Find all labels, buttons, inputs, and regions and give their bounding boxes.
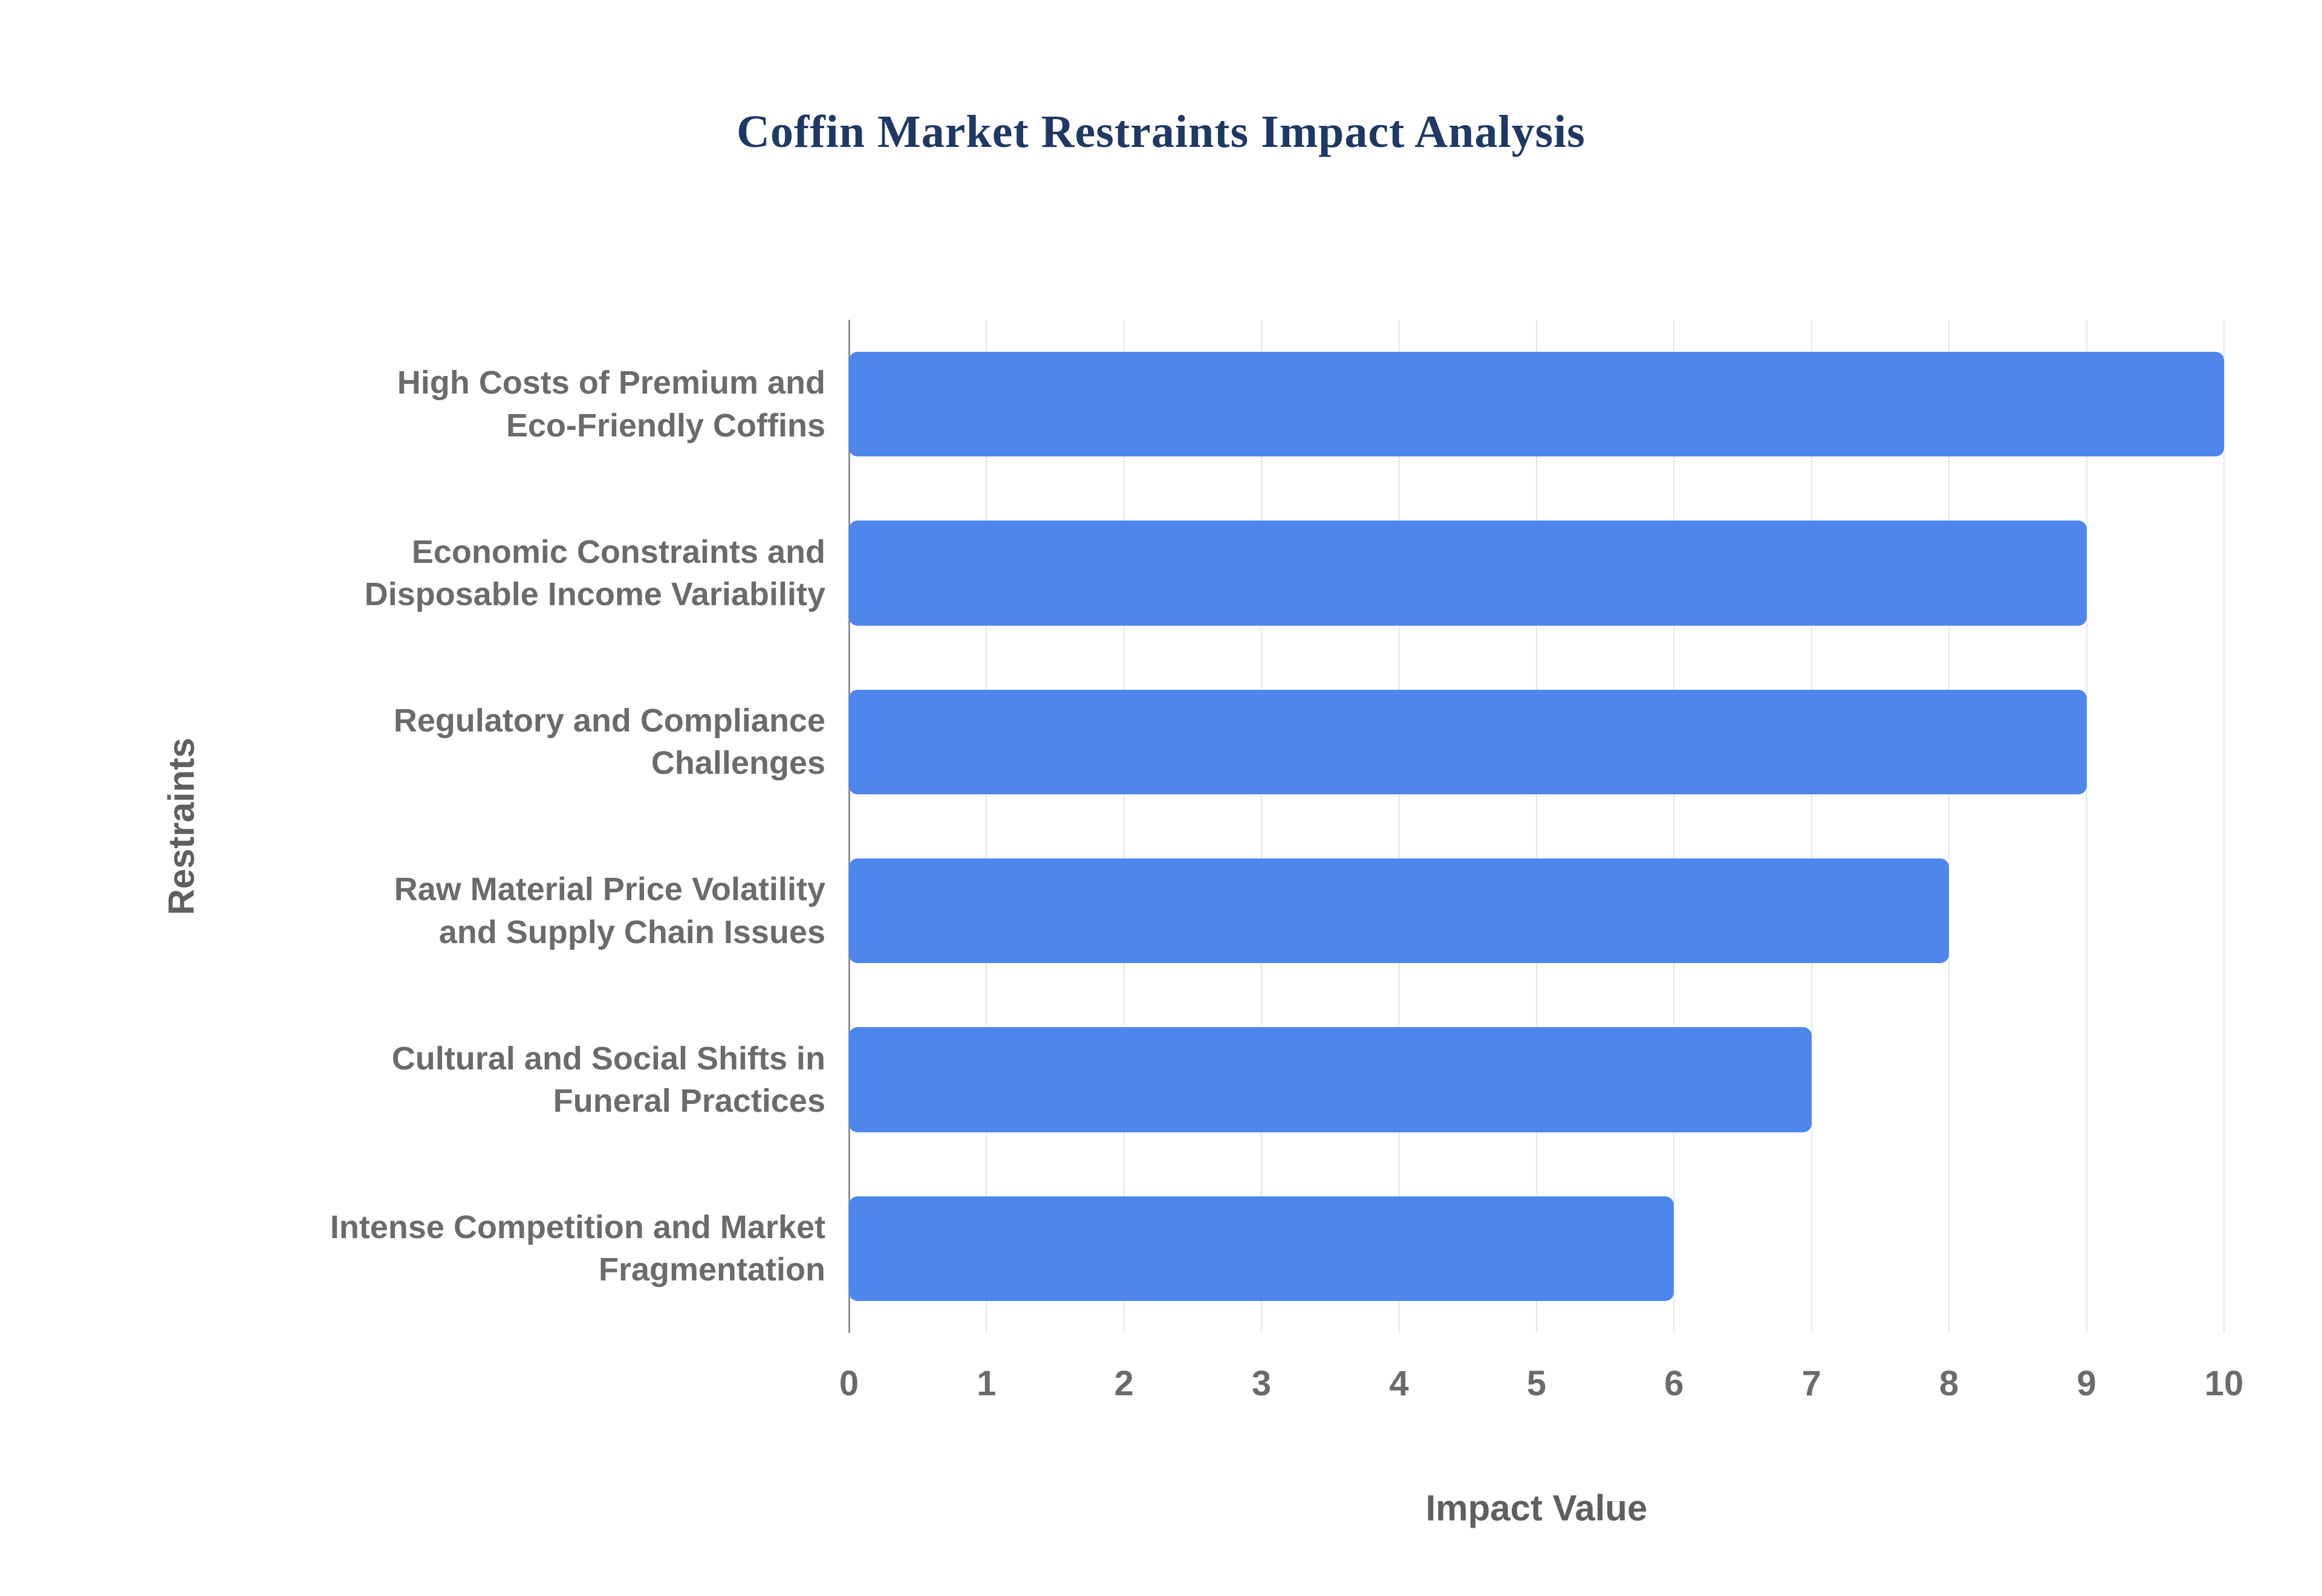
category-labels: High Costs of Premium and Eco-Friendly C… — [230, 320, 825, 1333]
plot-area — [848, 320, 2225, 1333]
x-tick-label: 2 — [1114, 1364, 1134, 1403]
bar-5[interactable] — [849, 1027, 1812, 1132]
gridline — [986, 320, 987, 1333]
bar-row — [849, 658, 2224, 826]
gridline — [1810, 320, 1812, 1333]
gridline — [1261, 320, 1263, 1333]
gridline — [1123, 320, 1125, 1333]
x-tick-label: 1 — [977, 1364, 997, 1403]
gridline — [1673, 320, 1675, 1333]
category-label: Raw Material Price Volatility and Supply… — [394, 871, 825, 950]
x-tick-label: 8 — [1939, 1364, 1959, 1403]
bar-6[interactable] — [849, 1196, 1674, 1301]
bar-row — [849, 826, 2224, 995]
category-label: Regulatory and Compliance Challenges — [393, 702, 825, 782]
category-row: Raw Material Price Volatility and Supply… — [230, 826, 825, 995]
gridline — [2223, 320, 2225, 1333]
x-tick-label: 0 — [839, 1364, 859, 1403]
gridline — [2086, 320, 2087, 1333]
gridline — [1398, 320, 1400, 1333]
bar-row — [849, 488, 2224, 657]
x-tick-label: 10 — [2204, 1364, 2244, 1403]
category-label: Cultural and Social Shifts in Funeral Pr… — [391, 1040, 825, 1119]
x-tick-label: 9 — [2076, 1364, 2096, 1403]
y-axis-line — [848, 320, 850, 1333]
bar-2[interactable] — [849, 521, 2087, 626]
gridline — [1536, 320, 1537, 1333]
x-axis-title: Impact Value — [1425, 1488, 1648, 1528]
x-tick-label: 6 — [1664, 1364, 1684, 1403]
gridline — [1948, 320, 1950, 1333]
category-label: Economic Constraints and Disposable Inco… — [364, 533, 825, 612]
chart-title: Coffin Market Restraints Impact Analysis — [737, 106, 1585, 157]
y-axis-title: Restraints — [161, 738, 202, 915]
category-label: High Costs of Premium and Eco-Friendly C… — [397, 365, 825, 444]
x-tick-label: 3 — [1252, 1364, 1272, 1403]
x-tick-label: 4 — [1389, 1364, 1409, 1403]
category-row: Economic Constraints and Disposable Inco… — [230, 488, 825, 657]
bar-3[interactable] — [849, 689, 2087, 794]
category-row: High Costs of Premium and Eco-Friendly C… — [230, 320, 825, 488]
category-row: Regulatory and Compliance Challenges — [230, 658, 825, 826]
bar-row — [849, 995, 2224, 1164]
bar-row — [849, 320, 2224, 488]
x-tick-label: 5 — [1526, 1364, 1547, 1403]
bar-1[interactable] — [849, 352, 2224, 457]
category-row: Cultural and Social Shifts in Funeral Pr… — [230, 995, 825, 1164]
bar-row — [849, 1164, 2224, 1333]
x-ticks: 0 1 2 3 4 5 6 7 8 9 10 — [839, 1363, 2243, 1424]
category-row: Intense Competition and Market Fragmenta… — [230, 1164, 825, 1333]
bar-4[interactable] — [849, 858, 1950, 964]
x-tick-label: 7 — [1801, 1364, 1821, 1403]
gridlines — [848, 320, 2225, 1333]
category-label: Intense Competition and Market Fragmenta… — [330, 1209, 825, 1288]
bars — [849, 320, 2224, 1333]
